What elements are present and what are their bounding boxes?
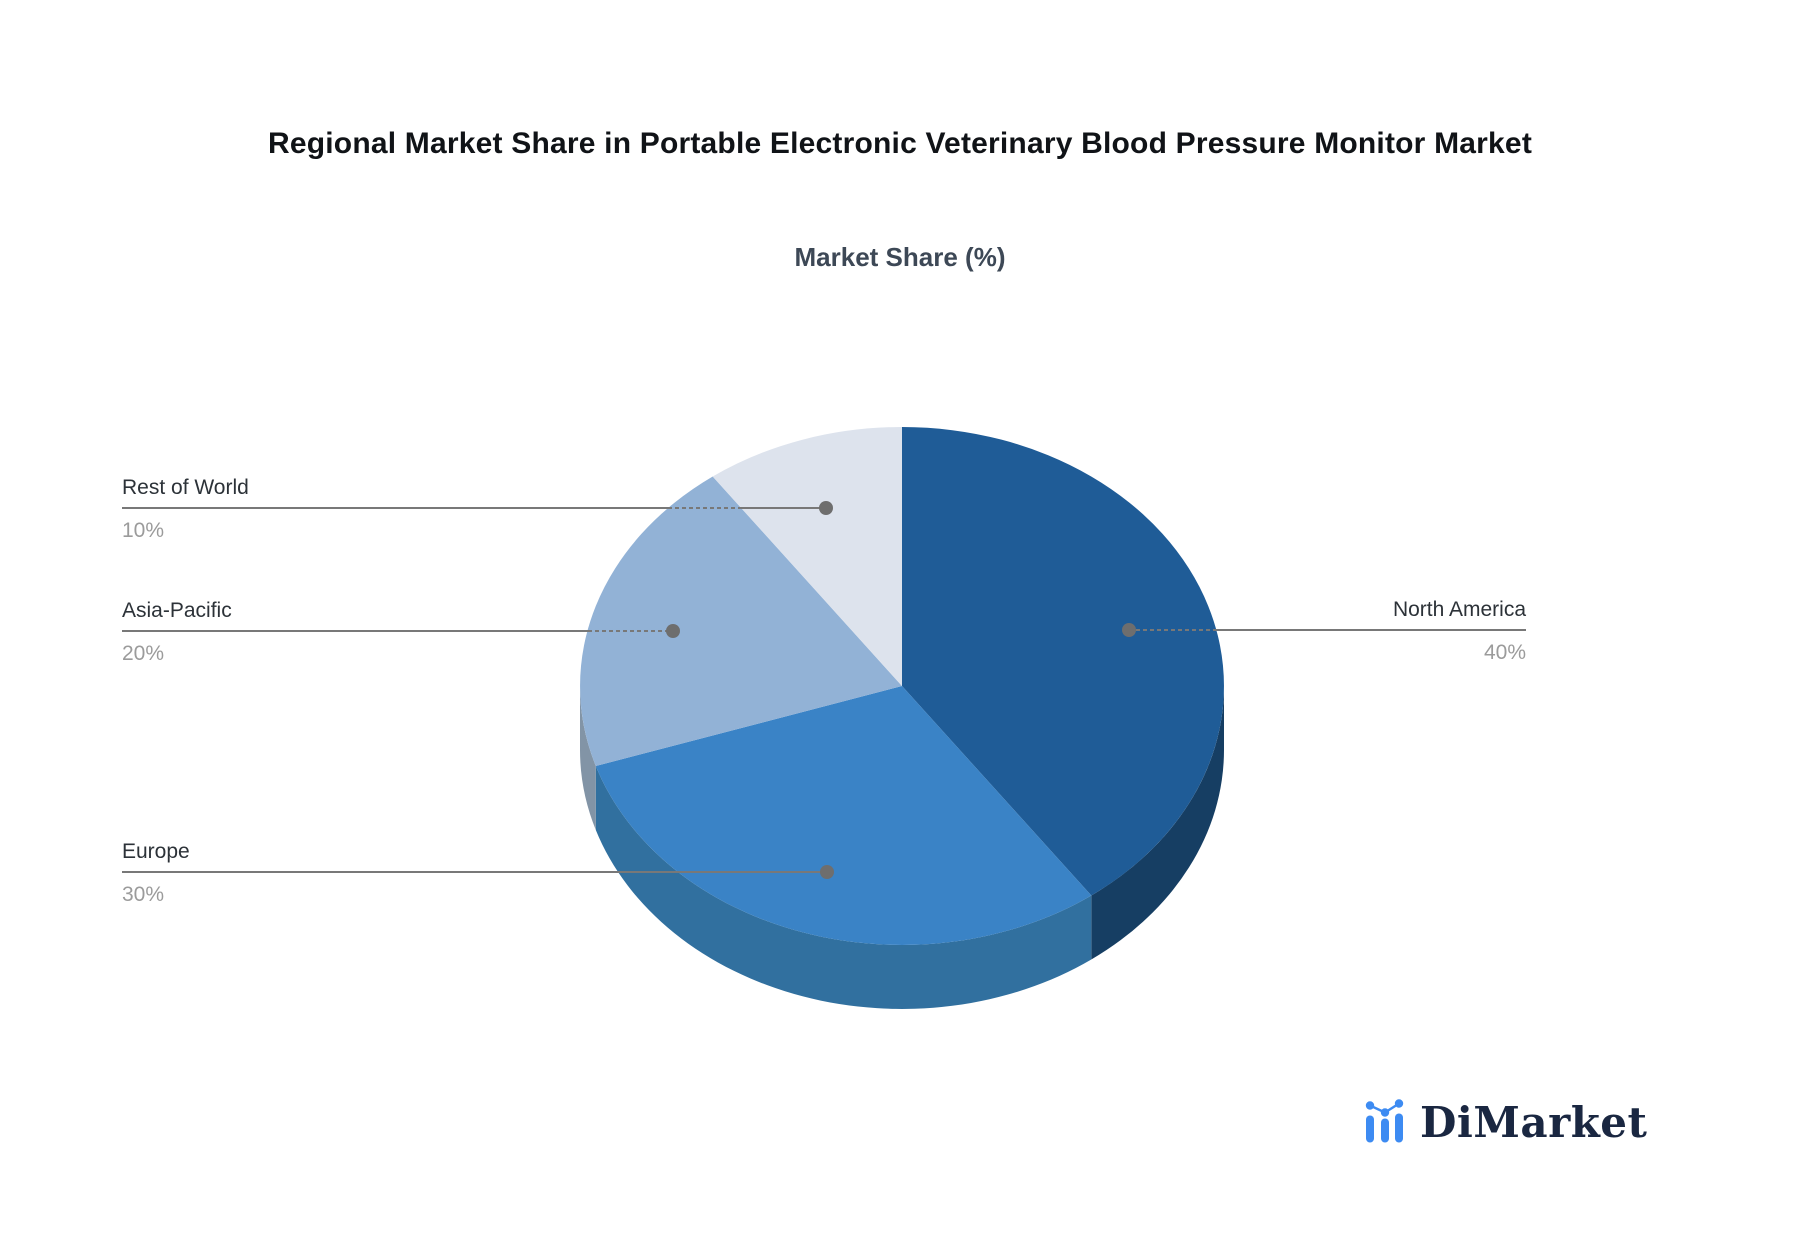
leader-dot-rest-of-world — [819, 501, 833, 515]
pie-slice-asia-pacific[interactable] — [580, 476, 902, 767]
leader-dot-europe — [820, 865, 834, 879]
label-rest-of-world: Rest of World — [122, 476, 249, 499]
label-europe: Europe — [122, 840, 190, 863]
leader-dot-asia-pacific — [666, 624, 680, 638]
brand-logo: DiMarket — [1364, 1098, 1647, 1148]
chart-subtitle: Market Share (%) — [794, 242, 1006, 272]
pie-slice-north-america[interactable] — [902, 427, 1224, 896]
chart-title: Regional Market Share in Portable Electr… — [267, 127, 1533, 160]
value-europe: 30% — [122, 883, 165, 906]
pie-slice-rest-of-world[interactable] — [712, 427, 902, 686]
label-north-america: North America — [1392, 598, 1526, 621]
value-north-america: 40% — [1483, 641, 1526, 664]
value-asia-pacific: 20% — [122, 642, 165, 665]
pie-side-north-america — [1091, 686, 1224, 960]
leader-lines — [122, 507, 1526, 873]
leader-dot-north-america — [1122, 623, 1136, 637]
value-rest-of-world: 10% — [122, 519, 165, 542]
pie-side-europe — [595, 766, 1092, 1009]
pie-side-asia-pacific — [580, 686, 596, 830]
brand-logo-text: DiMarket — [1420, 1098, 1648, 1147]
label-asia-pacific: Asia-Pacific — [122, 599, 232, 622]
bar-chart-icon — [1365, 1099, 1404, 1143]
pie-slice-europe[interactable] — [595, 686, 1092, 945]
leader-dots — [666, 501, 1136, 879]
